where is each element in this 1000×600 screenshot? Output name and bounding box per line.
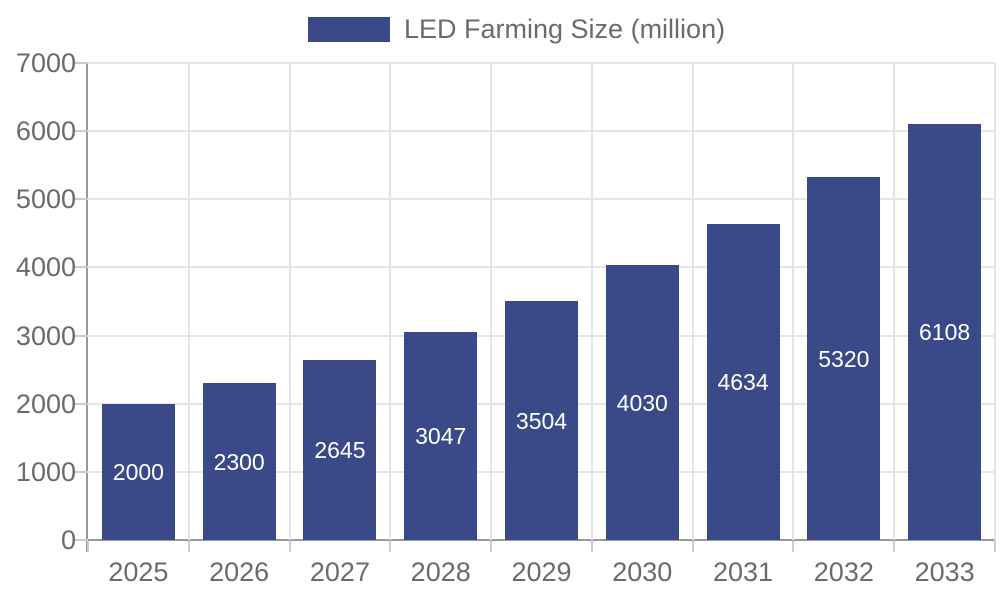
bar-value-label: 2645 <box>314 436 366 463</box>
x-axis-label: 2025 <box>108 557 169 587</box>
x-axis-tick <box>87 541 89 552</box>
bar[interactable]: 4634 <box>706 224 780 540</box>
x-axis-tick <box>288 541 291 552</box>
x-axis-label: 2029 <box>511 557 572 587</box>
y-axis-tick <box>74 334 88 337</box>
x-axis-line <box>86 539 995 541</box>
legend-label: LED Farming Size (million) <box>404 14 726 44</box>
y-axis-label: 5000 <box>15 184 76 215</box>
x-axis-label: 2033 <box>914 557 975 587</box>
bar-value-label: 4634 <box>717 369 769 396</box>
legend-item[interactable]: LED Farming Size (million) <box>308 14 725 45</box>
bar-value-label: 5320 <box>818 345 870 372</box>
y-axis-label: 1000 <box>15 456 76 487</box>
x-axis-tick <box>590 541 593 552</box>
gridline-vertical <box>792 63 795 540</box>
bar-value-label: 3047 <box>415 423 467 450</box>
bar-value-label: 2300 <box>213 448 265 475</box>
gridline-vertical <box>490 63 493 540</box>
x-axis-tick <box>187 541 190 552</box>
bar[interactable]: 6108 <box>908 123 982 540</box>
bar-value-label: 4030 <box>616 389 668 416</box>
y-axis-label: 6000 <box>15 116 76 147</box>
y-axis-tick <box>74 402 88 405</box>
x-axis-label: 2032 <box>813 557 874 587</box>
y-axis-tick <box>74 62 88 64</box>
bar[interactable]: 2300 <box>202 383 276 540</box>
x-axis-tick <box>389 541 392 552</box>
x-axis-label: 2028 <box>410 557 471 587</box>
y-axis-tick <box>74 266 88 269</box>
gridline-vertical <box>691 63 694 540</box>
bar[interactable]: 4030 <box>605 265 679 540</box>
y-axis-label: 0 <box>60 525 76 555</box>
legend-swatch <box>308 17 390 42</box>
x-axis-tick <box>994 541 996 552</box>
bar[interactable]: 2000 <box>101 403 175 540</box>
x-axis-label: 2026 <box>209 557 270 587</box>
y-axis-label: 7000 <box>15 48 76 78</box>
y-axis-tick <box>74 198 88 201</box>
y-axis-line <box>86 63 88 552</box>
bar-value-label: 2000 <box>112 458 164 485</box>
gridline-vertical <box>590 63 593 540</box>
gridline-vertical <box>187 63 190 540</box>
x-axis-tick <box>691 541 694 552</box>
x-axis-tick <box>893 541 896 552</box>
plot-area: 2000 2300 2645 3047 3504 4030 4634 5320 6108 <box>88 62 996 540</box>
gridline-vertical <box>288 63 291 540</box>
x-axis-label: 2027 <box>309 557 370 587</box>
bar[interactable]: 3047 <box>404 332 478 540</box>
y-axis-tick <box>74 130 88 133</box>
gridline-vertical <box>389 63 392 540</box>
bar[interactable]: 2645 <box>303 359 377 540</box>
y-axis-label: 4000 <box>15 252 76 283</box>
y-axis-tick <box>74 539 88 541</box>
bar-value-label: 3504 <box>515 407 568 434</box>
x-axis-label: 2030 <box>612 557 673 587</box>
y-axis-label: 2000 <box>15 388 76 419</box>
bar-value-label: 6108 <box>919 318 971 345</box>
gridline-vertical <box>994 63 996 540</box>
x-axis-tick <box>792 541 795 552</box>
gridline-horizontal <box>88 198 995 201</box>
gridline-vertical <box>893 63 896 540</box>
bar[interactable]: 3504 <box>505 301 578 540</box>
bar[interactable]: 5320 <box>807 177 881 540</box>
gridline-horizontal <box>88 266 995 269</box>
x-axis-tick <box>490 541 493 552</box>
y-axis-label: 3000 <box>15 320 76 351</box>
gridline-horizontal <box>88 62 995 64</box>
gridline-horizontal <box>88 130 995 133</box>
y-axis-tick <box>74 470 88 473</box>
x-axis-label: 2031 <box>713 557 774 587</box>
